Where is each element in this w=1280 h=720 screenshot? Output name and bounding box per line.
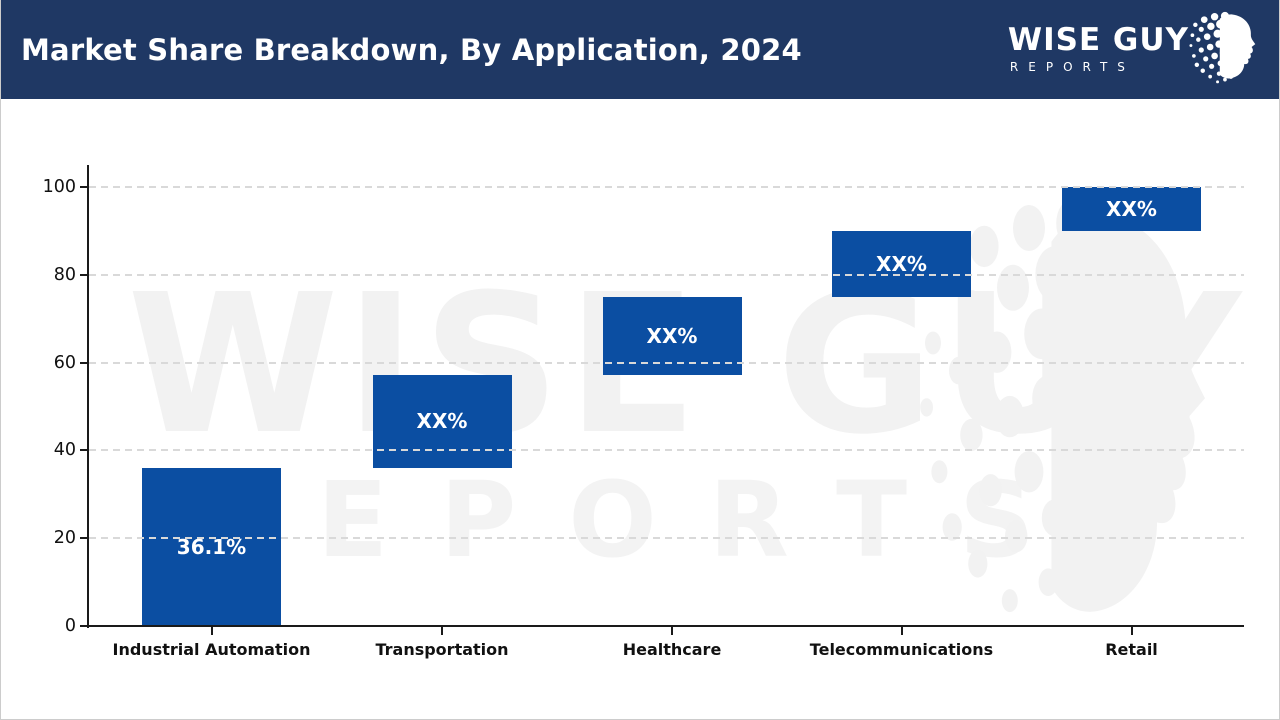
- bar-industrial-automation: 36.1%: [142, 467, 281, 626]
- logo-text: WISE GUY REPORTS: [1007, 22, 1189, 75]
- y-axis-tick-label: 20: [53, 528, 76, 549]
- y-axis-tick: [80, 186, 88, 188]
- watermark-face-icon: [920, 205, 1205, 613]
- bar-retail: XX%: [1062, 187, 1201, 231]
- bar-value-label: XX%: [646, 324, 698, 349]
- y-axis-tick: [80, 273, 88, 276]
- logo-wordmark: WISE GUY: [1007, 22, 1189, 58]
- x-axis-tick: [900, 627, 903, 635]
- bar-value-label: XX%: [416, 409, 468, 434]
- gridline-100: [89, 186, 1244, 188]
- gridline-20: [89, 537, 1244, 540]
- y-axis-tick-label: 40: [53, 440, 76, 461]
- gridline-40: [89, 449, 1244, 452]
- bar-telecommunications: XX%: [832, 230, 971, 297]
- gridline-60: [89, 361, 1244, 364]
- x-axis-label-healthcare: Healthcare: [622, 640, 722, 659]
- x-axis-label-telecommunications: Telecommunications: [809, 640, 994, 659]
- y-axis-line: [87, 165, 89, 628]
- page-title: Market Share Breakdown, By Application, …: [21, 32, 802, 67]
- x-axis-label-retail: Retail: [1105, 640, 1158, 659]
- watermark-subtext: REPORTS: [185, 459, 1087, 581]
- bar-transportation: XX%: [372, 375, 512, 468]
- x-axis-line: [87, 625, 1244, 627]
- bar-value-label: XX%: [876, 251, 927, 276]
- y-axis-tick: [80, 537, 88, 540]
- y-axis-tick: [80, 449, 88, 452]
- y-axis-tick-label: 60: [53, 352, 76, 373]
- y-axis-tick-label: 0: [64, 616, 76, 636]
- y-axis-tick: [80, 625, 88, 627]
- wise-guy-logo: WISE GUY REPORTS: [1008, 9, 1259, 91]
- bar-value-label: XX%: [1106, 196, 1157, 221]
- y-axis-tick-label: 100: [42, 177, 76, 197]
- logo-subtext: REPORTS: [1009, 60, 1135, 74]
- gridline-80: [89, 273, 1244, 276]
- header-banner: Market Share Breakdown, By Application, …: [1, 0, 1279, 99]
- x-axis-label-industrial-automation: Industrial Automation: [112, 640, 311, 659]
- x-axis-tick: [441, 627, 443, 635]
- y-axis-tick-label: 80: [53, 264, 76, 285]
- x-axis-tick: [210, 627, 213, 635]
- y-axis-tick: [80, 361, 88, 364]
- x-axis-label-transportation: Transportation: [375, 640, 509, 659]
- logo-face-icon: [1189, 11, 1256, 83]
- x-axis-tick: [1130, 627, 1133, 635]
- x-axis-tick: [671, 627, 673, 635]
- bar-value-label: 36.1%: [176, 534, 247, 559]
